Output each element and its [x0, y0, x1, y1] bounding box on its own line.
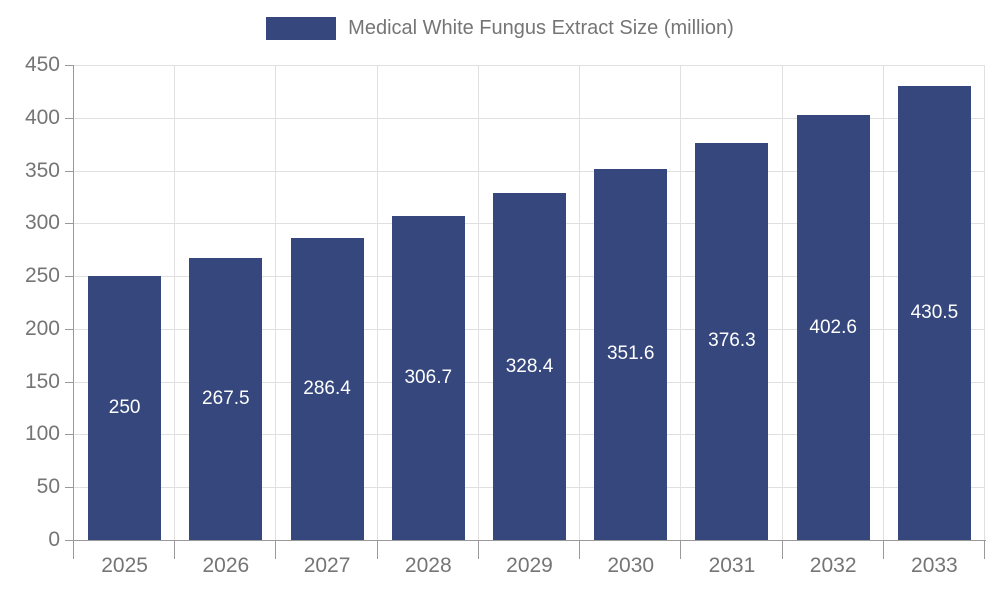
- y-axis-tick: [65, 381, 73, 383]
- y-axis-tick: [65, 223, 73, 225]
- y-axis-tick-label: 50: [36, 475, 60, 499]
- gridline-horizontal: [74, 117, 985, 119]
- gridline-vertical: [680, 65, 682, 540]
- gridline-vertical: [275, 65, 277, 540]
- x-axis-tick-label: 2032: [809, 554, 857, 577]
- y-axis-tick-label: 200: [24, 316, 60, 340]
- y-axis-tick-label: 0: [48, 528, 60, 551]
- x-axis-tick: [781, 541, 783, 559]
- y-axis-tick: [65, 276, 73, 278]
- gridline-vertical: [376, 65, 378, 540]
- bar: [391, 216, 465, 540]
- bar-value-label: 306.7: [404, 367, 453, 389]
- bar-value-label: 286.4: [303, 377, 351, 399]
- bar-value-label: 402.6: [809, 316, 857, 338]
- x-axis-tick: [882, 541, 884, 559]
- x-axis-tick-label: 2033: [911, 554, 958, 577]
- bar-value-label: 430.5: [910, 301, 959, 323]
- y-axis-tick-label: 250: [24, 264, 60, 288]
- x-axis-tick: [477, 541, 479, 559]
- x-axis-tick-label: 2029: [506, 554, 553, 577]
- gridline-horizontal: [74, 65, 985, 66]
- bar-value-label: 376.3: [708, 330, 756, 352]
- x-axis-tick-label: 2030: [607, 554, 655, 577]
- bar-value-label: 267.5: [202, 387, 250, 409]
- y-axis-tick: [65, 65, 73, 66]
- y-axis-tick: [65, 328, 73, 330]
- y-axis-tick-label: 450: [24, 53, 60, 76]
- x-axis-tick: [376, 541, 378, 559]
- gridline-vertical: [882, 65, 884, 540]
- bar-value-label: 328.4: [505, 355, 554, 377]
- bar-value-label: 250: [108, 397, 141, 419]
- y-axis-tick: [65, 540, 73, 541]
- y-axis-tick: [65, 117, 73, 119]
- y-axis-line: [73, 65, 74, 540]
- y-axis-tick: [65, 170, 73, 172]
- bar: [88, 276, 162, 540]
- x-axis-tick: [174, 541, 176, 559]
- x-axis-tick-label: 2028: [404, 554, 452, 577]
- gridline-vertical: [477, 65, 479, 540]
- gridline-vertical: [579, 65, 581, 540]
- y-axis-tick-label: 150: [24, 369, 60, 393]
- legend-label: Medical White Fungus Extract Size (milli…: [348, 17, 734, 39]
- x-axis-tick-label: 2025: [101, 554, 148, 577]
- bar: [189, 257, 263, 540]
- bar: [594, 168, 668, 540]
- x-axis-line: [73, 540, 986, 541]
- gridline-vertical: [984, 65, 985, 540]
- gridline-vertical: [781, 65, 783, 540]
- x-axis-tick-label: 2027: [303, 554, 351, 577]
- x-axis-tick-label: 2026: [202, 554, 250, 577]
- y-axis-tick-label: 100: [24, 422, 60, 446]
- y-axis-tick: [65, 434, 73, 436]
- y-axis-tick-label: 400: [24, 105, 60, 129]
- bar: [796, 115, 870, 540]
- y-axis-tick: [65, 487, 73, 489]
- x-axis-tick: [275, 541, 277, 559]
- plot-area: 0 50 100 150 200 250 300 350 400 450 250 2025 267.5 2…: [25, 53, 986, 577]
- y-axis-tick-label: 350: [24, 158, 60, 182]
- gridline-vertical: [174, 65, 176, 540]
- y-axis-tick-label: 300: [24, 211, 60, 235]
- x-axis-tick: [984, 541, 985, 559]
- legend: Medical White Fungus Extract Size (milli…: [0, 17, 1000, 40]
- bar-value-label: 351.6: [606, 343, 655, 365]
- bar: [695, 142, 769, 540]
- bar: [897, 85, 971, 540]
- gridline-horizontal: [74, 170, 985, 172]
- bar: [290, 237, 364, 540]
- x-axis-tick: [73, 541, 74, 559]
- legend-swatch: [266, 17, 337, 40]
- x-axis-tick: [579, 541, 581, 559]
- x-axis-tick: [680, 541, 682, 559]
- x-axis-tick-label: 2031: [708, 554, 756, 577]
- bar: [493, 193, 566, 540]
